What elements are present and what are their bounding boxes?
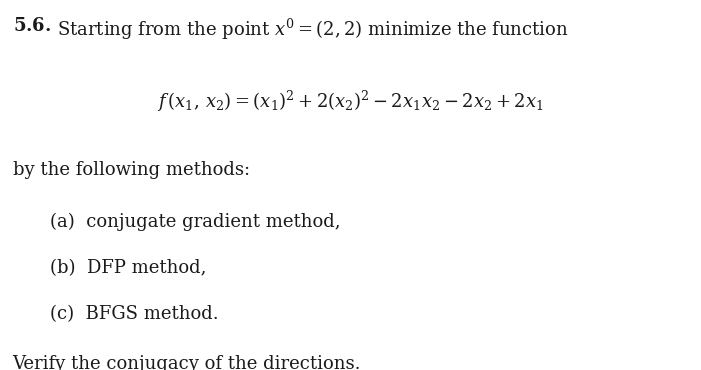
- Text: (a)  conjugate gradient method,: (a) conjugate gradient method,: [50, 213, 341, 231]
- Text: $f\,(x_1,\,x_2) = (x_1)^2 + 2(x_2)^2 - 2x_1x_2 - 2x_2 + 2x_1$: $f\,(x_1,\,x_2) = (x_1)^2 + 2(x_2)^2 - 2…: [157, 89, 544, 114]
- Text: by the following methods:: by the following methods:: [13, 161, 250, 179]
- Text: (b)  DFP method,: (b) DFP method,: [50, 259, 207, 277]
- Text: (c)  BFGS method.: (c) BFGS method.: [50, 305, 219, 323]
- Text: $\mathbf{5.6.}$: $\mathbf{5.6.}$: [13, 17, 50, 35]
- Text: Starting from the point $x^0 = (2, 2)$ minimize the function: Starting from the point $x^0 = (2, 2)$ m…: [57, 17, 569, 42]
- Text: Verify the conjugacy of the directions.: Verify the conjugacy of the directions.: [13, 355, 361, 370]
